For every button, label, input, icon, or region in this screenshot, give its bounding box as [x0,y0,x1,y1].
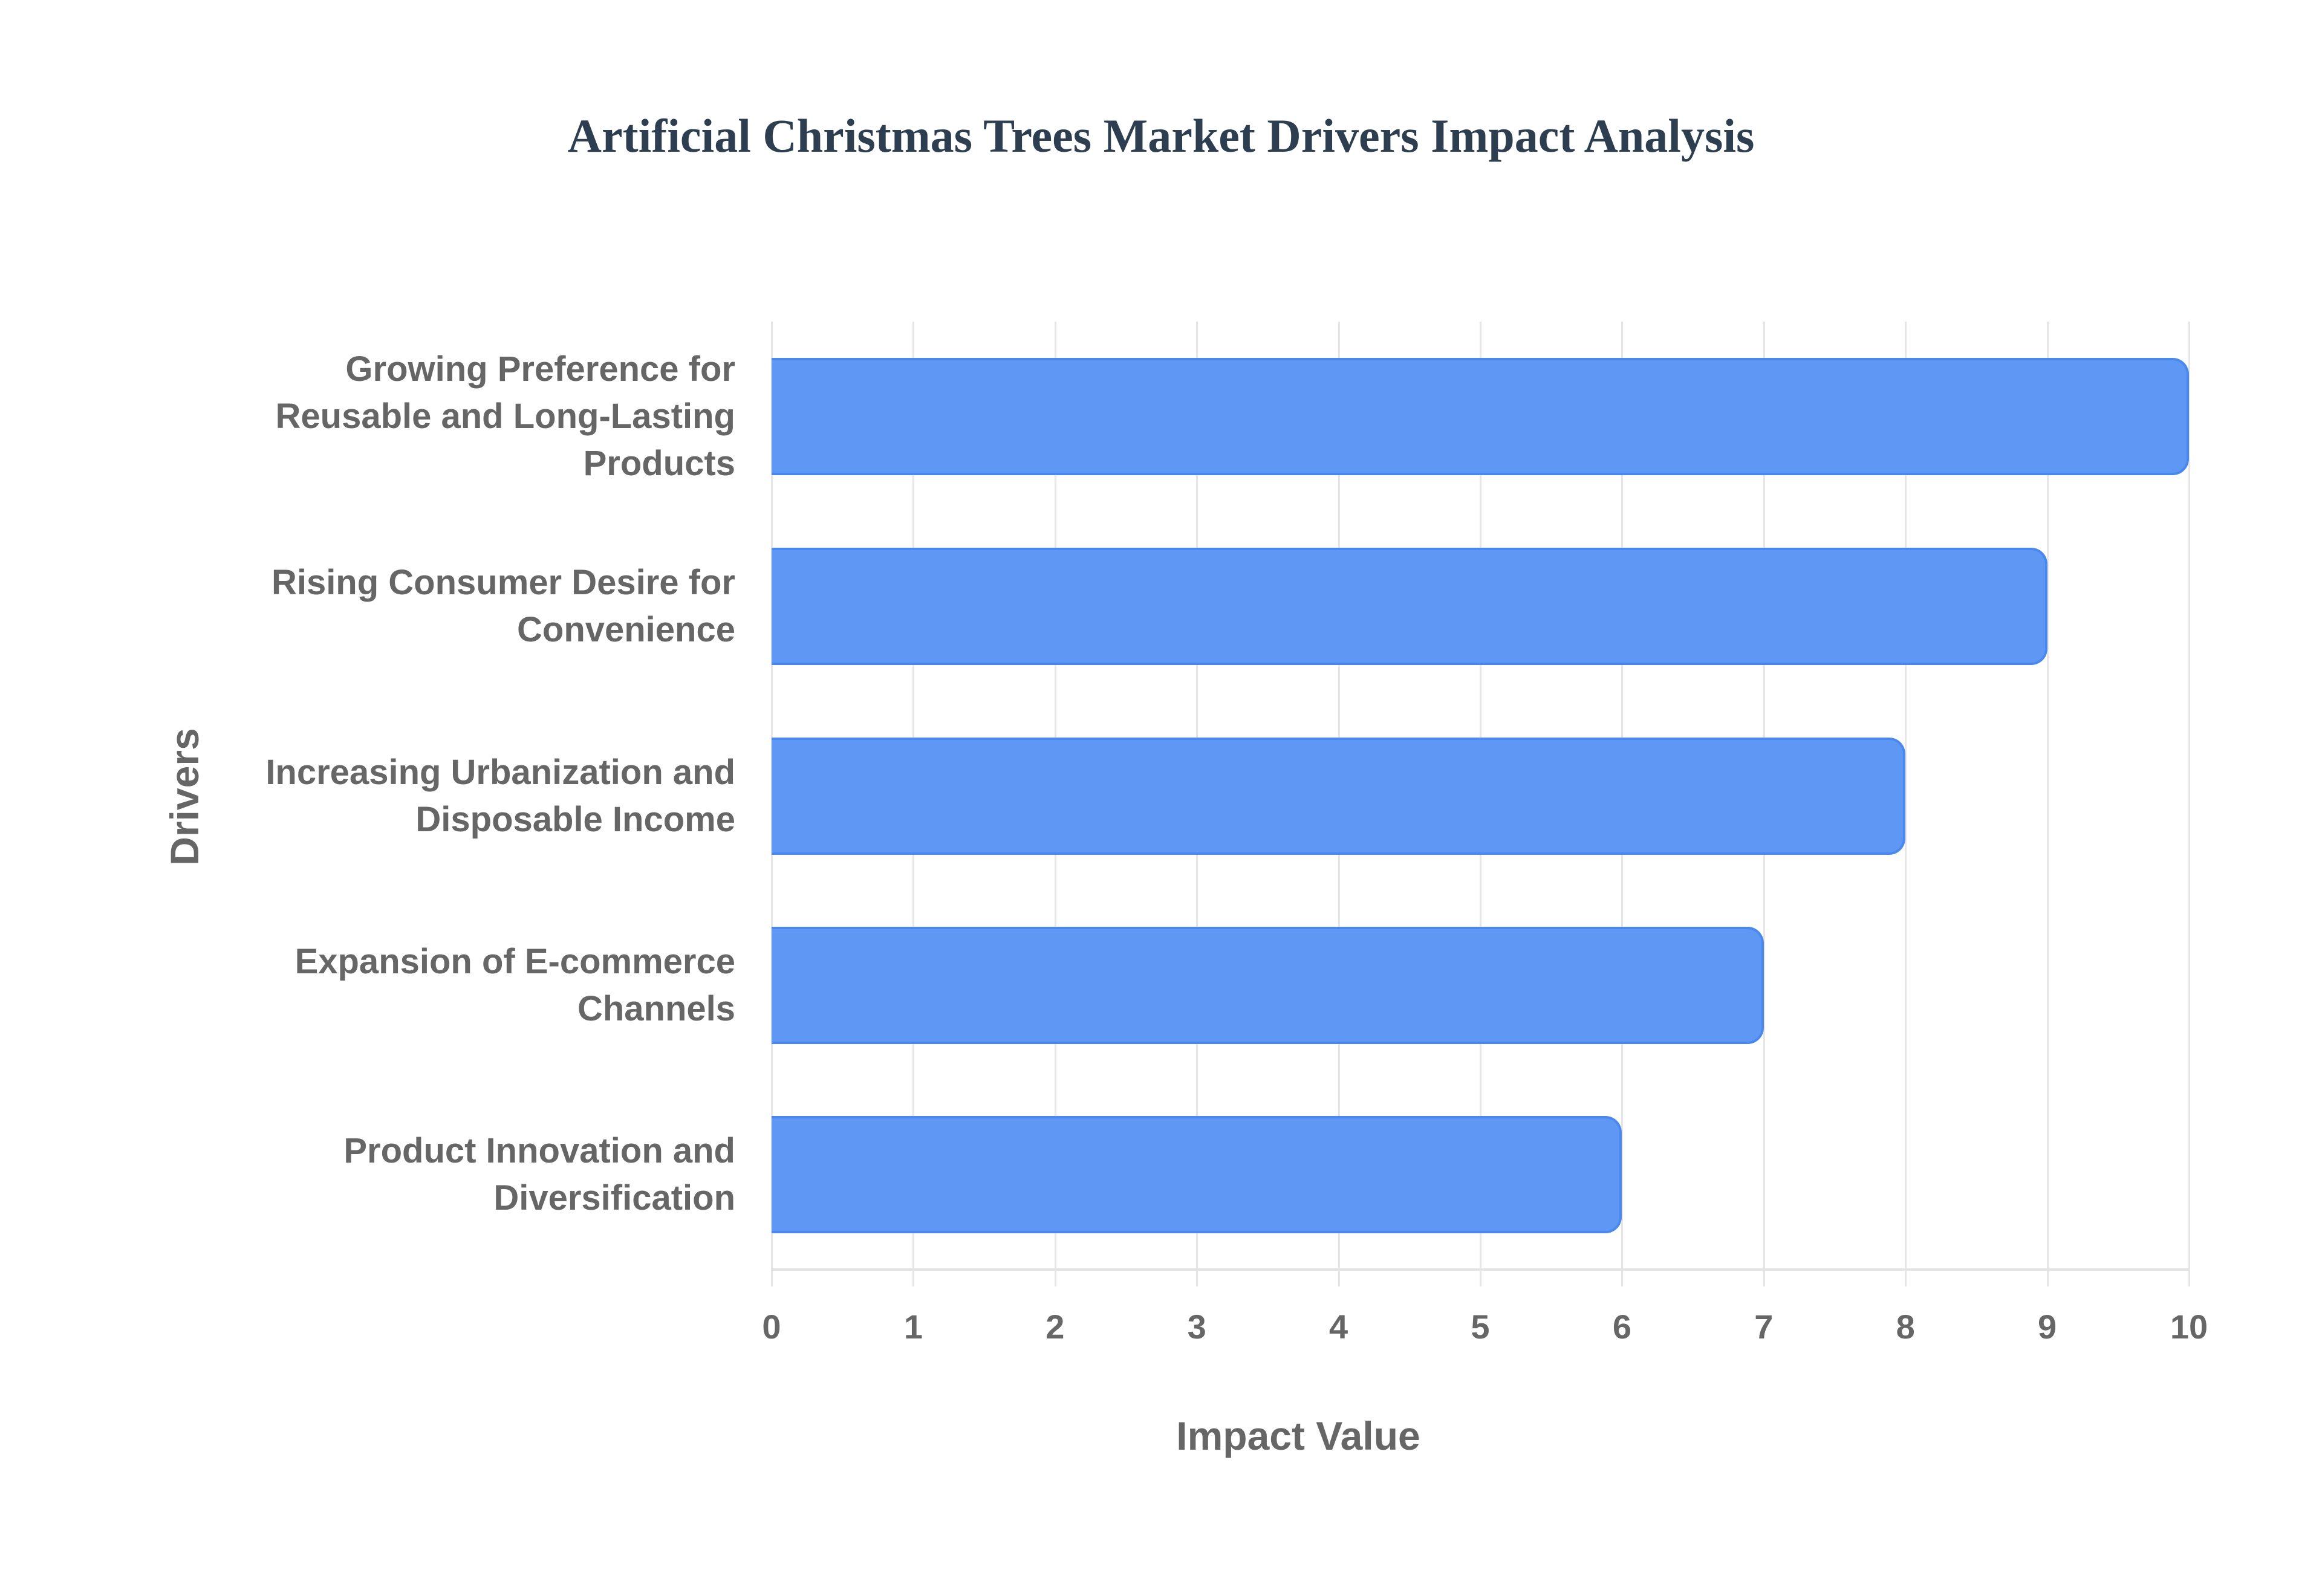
bar[interactable] [772,548,2047,665]
y-axis-title: Drivers [162,728,207,866]
x-tick-label: 1 [903,1308,923,1346]
y-category-label-line: Increasing Urbanization and [265,753,735,792]
x-tick-label: 6 [1612,1308,1631,1346]
x-tick-label: 4 [1329,1308,1348,1346]
bar[interactable] [772,1116,1622,1233]
x-tick-label: 9 [2038,1308,2057,1346]
x-tick-label: 8 [1896,1308,1915,1346]
gridline [2046,322,2049,1286]
y-category-label-line: Channels [577,989,735,1028]
chart-title: Artificial Christmas Trees Market Driver… [567,109,1755,162]
y-category-label: Expansion of E-commerce Channels [191,927,735,1044]
y-category-label-line: Rising Consumer Desire for [271,563,735,602]
y-category-label: Rising Consumer Desire for Convenience [191,548,735,665]
x-tick-label: 10 [2170,1308,2208,1346]
gridline [2188,322,2190,1286]
gridline [1905,322,1907,1286]
bar[interactable] [772,358,2189,475]
x-tick-label: 2 [1046,1308,1065,1346]
x-tick-label: 3 [1187,1308,1206,1346]
y-category-label: Product Innovation and Diversification [191,1116,735,1233]
y-category-label-line: Disposable Income [415,800,735,839]
bar[interactable] [772,738,1906,855]
y-category-label: Increasing Urbanization and Disposable In… [191,738,735,855]
y-category-label-line: Products [583,444,735,483]
x-axis-line [772,1268,2189,1271]
x-tick-label: 0 [762,1308,781,1346]
x-tick-label: 5 [1471,1308,1490,1346]
y-category-label-line: Diversification [493,1178,735,1218]
y-category-label: Growing Preference for Reusable and Long-… [191,349,736,483]
x-tick-label: 7 [1754,1308,1774,1346]
y-category-label-line: Product Innovation and [343,1131,735,1170]
x-axis-title: Impact Value [1176,1413,1420,1458]
y-category-label-line: Growing Preference for [345,349,735,389]
y-category-label-line: Convenience [517,610,735,649]
y-category-label-line: Reusable and Long-Lasting [275,397,736,436]
y-category-label-line: Expansion of E-commerce [294,942,735,981]
bar[interactable] [772,927,1764,1044]
